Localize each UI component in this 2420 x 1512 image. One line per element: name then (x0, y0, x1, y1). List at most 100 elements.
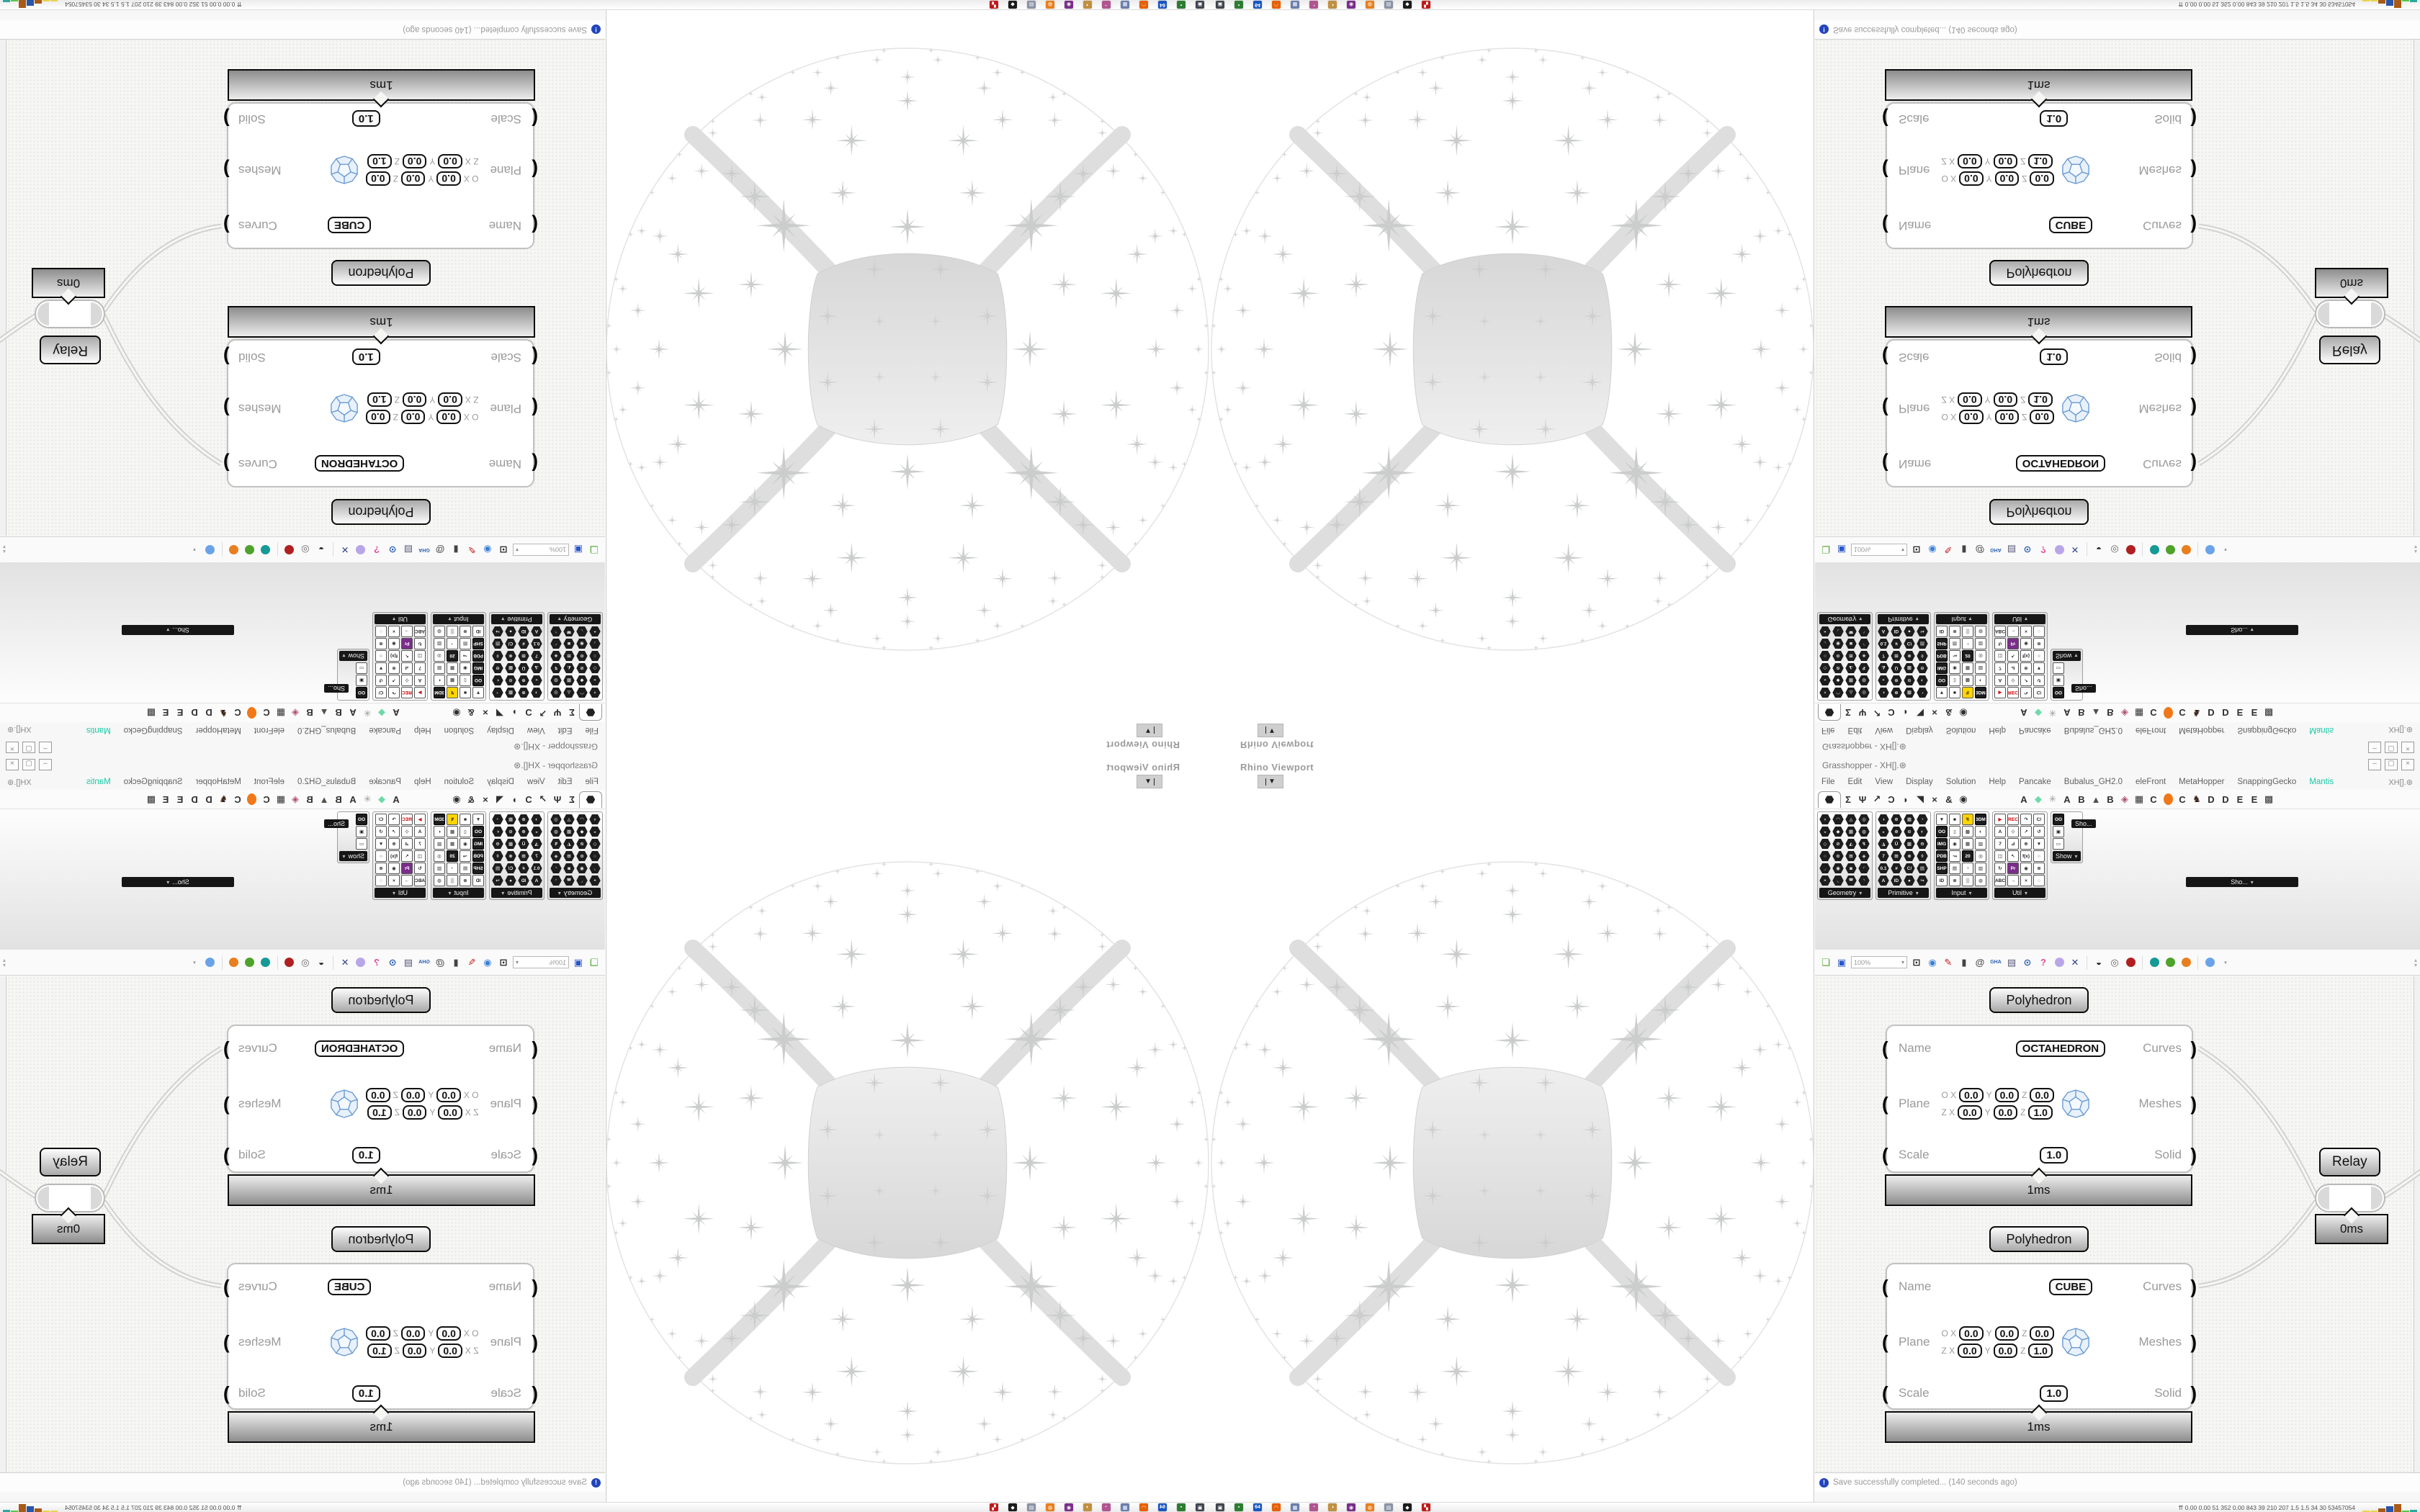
component-icon[interactable]: 0.1 (1878, 638, 1889, 649)
blender-icon[interactable]: ◍ (1046, 1, 1054, 9)
palette-title-primitive[interactable]: Primitive ▾ (491, 888, 542, 898)
component-icon[interactable]: ⊚ (460, 626, 471, 637)
component-icon[interactable]: ◎ (1975, 850, 1986, 862)
zoom-combo[interactable]: 100% ▾ (513, 544, 569, 556)
component-icon[interactable]: Ü (1891, 662, 1902, 674)
tab-plugin-e2[interactable]: E (162, 707, 169, 719)
menu-item-metahopper[interactable]: MetaHopper (2179, 726, 2225, 734)
preview-wire-icon[interactable]: ◎ (301, 956, 310, 968)
component-icon[interactable]: ◊ (1917, 650, 1928, 662)
input-port[interactable]: ( (1882, 1382, 1888, 1404)
component-icon[interactable]: ● (505, 626, 516, 637)
menu-item-view[interactable]: View (1875, 778, 1894, 786)
maximize-button[interactable]: ▢ (2385, 742, 2398, 753)
component-icon[interactable]: ◬ (563, 814, 575, 825)
component-icon[interactable]: ⊕ (518, 675, 529, 686)
tab-plugin-b1[interactable]: B (2078, 707, 2085, 719)
tab-intersect[interactable]: × (1932, 793, 1937, 805)
scale-value[interactable]: 1.0 (351, 1146, 380, 1164)
component-icon[interactable]: ◙ (563, 863, 575, 874)
component-icon[interactable]: ◔ (447, 863, 458, 874)
tab-params[interactable] (579, 791, 602, 808)
grasshopper-canvas[interactable]: Polyhedron (Name OCTAHEDRON Curves) (Plane O … (1815, 976, 2420, 1472)
component-icon[interactable]: ■ (460, 687, 471, 698)
relay-node[interactable] (35, 300, 105, 328)
component-icon[interactable]: ↷ (2020, 687, 2032, 698)
tab-plugin-d2[interactable]: D (191, 707, 198, 719)
help-box-icon[interactable]: ? (374, 544, 380, 555)
document-tab-label[interactable]: XH[].⊛ (2388, 725, 2413, 734)
component-icon[interactable]: ◇ (1819, 838, 1831, 850)
component-icon[interactable]: ◓ (1819, 875, 1831, 886)
menu-item-view[interactable]: View (526, 778, 545, 786)
tab-vector[interactable]: ↗ (1873, 708, 1881, 719)
component-icon[interactable]: ↯ (550, 662, 562, 674)
search-icon[interactable]: ⊙ (388, 956, 397, 968)
component-icon[interactable]: 20 (447, 850, 458, 862)
plane-value[interactable]: 0.0 (1994, 1326, 2020, 1341)
plane-value[interactable]: 0.0 (1958, 1105, 1982, 1120)
tab-sets[interactable]: Ψ (1858, 707, 1867, 719)
dropdown-caret[interactable]: ▾ (193, 960, 196, 966)
plane-value[interactable]: 0.0 (366, 1326, 390, 1341)
relay-node-label[interactable]: Relay (2319, 1148, 2380, 1176)
output-port[interactable]: ) (2190, 159, 2197, 181)
output-port[interactable]: ) (223, 1276, 230, 1297)
component-icon[interactable]: ▭ (2053, 838, 2064, 850)
component-icon[interactable]: ↖ (401, 850, 413, 862)
component-icon[interactable]: ◐ (492, 826, 503, 837)
component-icon[interactable]: ▯ (1949, 675, 1960, 686)
component-icon[interactable]: ◔ (492, 814, 503, 825)
component-icon[interactable]: ◒ (1819, 826, 1831, 837)
component-icon[interactable]: PDB (472, 650, 484, 662)
document-icon[interactable]: ▤ (403, 956, 413, 968)
component-icon[interactable]: ↷ (388, 814, 400, 825)
component-icon[interactable]: ▩ (1962, 826, 1973, 837)
at-icon[interactable]: @ (1975, 544, 1985, 555)
input-port[interactable]: ( (532, 1331, 538, 1353)
menu-item-bubalus_gh2.0[interactable]: Bubalus_GH2.0 (2063, 778, 2123, 786)
component-icon[interactable]: ⊙ (1832, 650, 1844, 662)
preview-wire-icon[interactable]: ◎ (2110, 956, 2119, 968)
component-icon[interactable]: ◍ (434, 626, 445, 637)
plane-value[interactable]: 0.0 (402, 154, 427, 168)
menu-item-solution[interactable]: Solution (1945, 726, 1976, 734)
component-icon[interactable]: 7 (531, 850, 542, 862)
component-icon[interactable]: ↷ (2020, 814, 2032, 825)
at-icon[interactable]: @ (435, 957, 445, 968)
tab-plugin-shield[interactable]: ◈ (292, 708, 299, 719)
polyhedron-component-octahedron[interactable]: (Name OCTAHEDRON Curves)(Plane O X 0.0 Y 0.0 Z 0… (223, 1025, 538, 1173)
save-file-icon[interactable]: ▣ (573, 544, 583, 556)
component-icon[interactable]: 3DM (434, 687, 445, 698)
component-icon[interactable]: ◌ (375, 875, 387, 886)
tab-display[interactable]: ◉ (1959, 708, 1968, 719)
component-icon[interactable]: ▨ (1975, 838, 1986, 850)
component-icon[interactable]: ⊖ (492, 662, 503, 674)
component-icon[interactable]: ID (1936, 626, 1948, 637)
preview-shaded-icon[interactable] (283, 544, 296, 557)
red-app-icon[interactable]: ▚ (990, 1503, 998, 1511)
component-icon[interactable]: ▒ (447, 875, 458, 886)
ball-orange-icon[interactable] (228, 544, 241, 557)
component-icon[interactable]: ◖ (1819, 814, 1831, 825)
component-icon[interactable]: ▩ (1904, 838, 1915, 850)
component-icon[interactable]: Ü (518, 838, 529, 850)
menu-item-snappinggecko[interactable]: SnappingGecko (123, 726, 183, 734)
component-icon[interactable]: ◞ (589, 638, 601, 649)
component-icon[interactable]: ⊕ (2020, 662, 2032, 674)
output-port[interactable]: ) (223, 1093, 230, 1115)
plane-value[interactable]: 1.0 (367, 392, 392, 407)
bulb-icon[interactable] (354, 956, 367, 969)
preview-off-icon[interactable]: ◒ (318, 957, 324, 968)
component-icon[interactable]: ◝ (550, 626, 562, 637)
component-icon[interactable]: ◉ (576, 863, 588, 874)
output-port[interactable]: ) (223, 159, 230, 181)
component-icon[interactable]: ⊕ (518, 826, 529, 837)
tab-plugin-b1[interactable]: B (2078, 793, 2085, 805)
plane-value[interactable]: 0.0 (402, 1105, 427, 1120)
name-value[interactable]: OCTAHEDRON (314, 455, 405, 472)
floppy-green-app-icon[interactable]: ▪ (1234, 1, 1243, 9)
component-icon[interactable]: REC (401, 687, 413, 698)
input-port[interactable]: ( (1882, 159, 1888, 181)
component-icon[interactable]: ○ (2033, 850, 2045, 862)
